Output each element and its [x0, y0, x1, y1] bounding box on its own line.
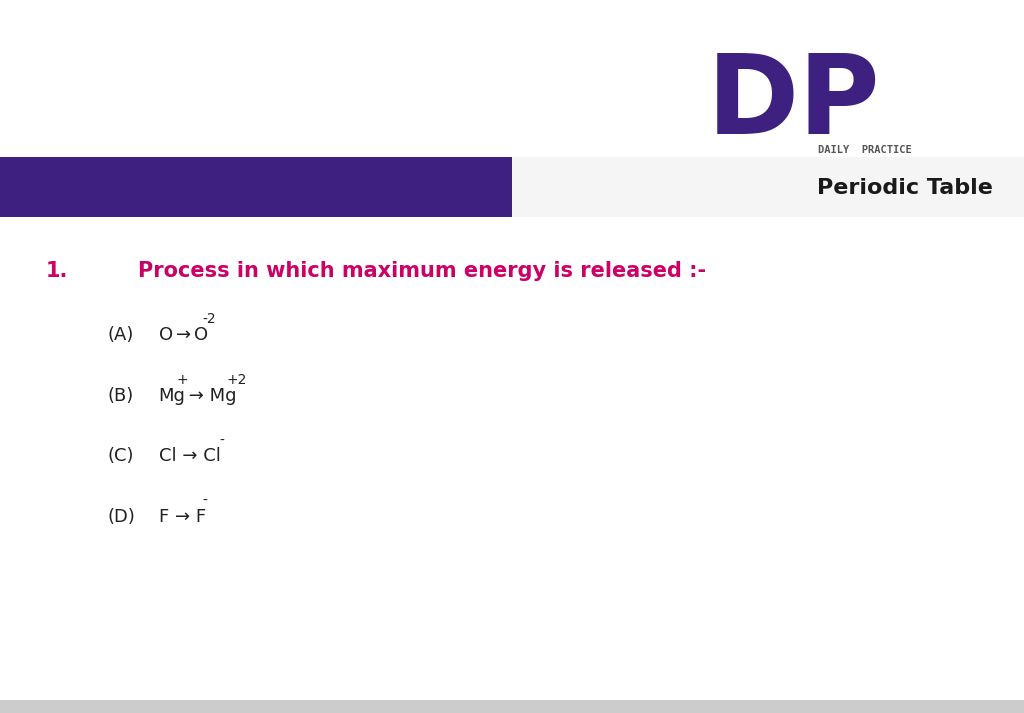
Text: -2: -2	[203, 312, 216, 327]
Text: O: O	[159, 326, 178, 344]
Text: Process in which maximum energy is released :-: Process in which maximum energy is relea…	[138, 261, 707, 281]
Bar	[0, 157, 512, 217]
Text: →: →	[176, 326, 197, 344]
Text: F → F: F → F	[159, 508, 206, 526]
Text: (D): (D)	[108, 508, 135, 526]
Text: (B): (B)	[108, 386, 134, 405]
Text: +2: +2	[226, 373, 247, 387]
Bar	[512, 157, 1024, 217]
Text: DAILY  PRACTICE: DAILY PRACTICE	[818, 145, 912, 155]
Text: DP: DP	[707, 50, 881, 157]
Text: -: -	[203, 494, 207, 508]
Text: +: +	[176, 373, 187, 387]
Text: (A): (A)	[108, 326, 134, 344]
Text: (C): (C)	[108, 447, 134, 466]
Text: O: O	[194, 326, 208, 344]
Text: -: -	[219, 434, 224, 448]
Text: → Mg: → Mg	[183, 386, 237, 405]
Text: Cl → Cl: Cl → Cl	[159, 447, 220, 466]
Text: Mg: Mg	[159, 386, 185, 405]
Text: Periodic Table: Periodic Table	[817, 178, 993, 198]
Text: 1.: 1.	[46, 261, 69, 281]
Bar	[0, 700, 1024, 713]
